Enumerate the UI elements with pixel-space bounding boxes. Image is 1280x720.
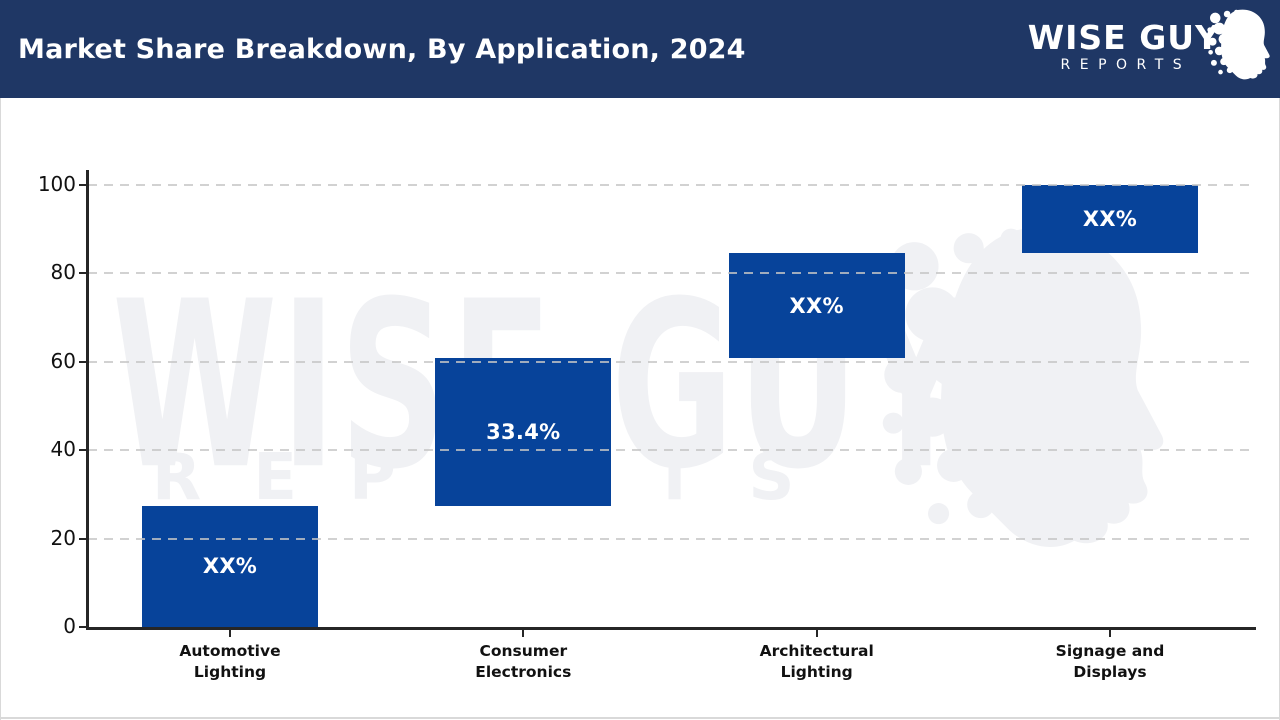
y-tick-mark xyxy=(79,537,87,540)
y-tick-label: 0 xyxy=(63,614,76,638)
brand-logo-text: WISE GUY REPORTS xyxy=(1027,17,1220,74)
bar-value-label: 33.4% xyxy=(486,420,561,445)
gridline xyxy=(88,537,1256,540)
logo-wordmark: WISE GUY xyxy=(1027,17,1220,57)
bar-value-label: XX% xyxy=(789,293,844,318)
y-tick-mark xyxy=(79,272,87,275)
left-border xyxy=(0,98,1,720)
gridline xyxy=(88,449,1256,452)
x-tick-mark xyxy=(1109,629,1111,637)
x-tick-mark xyxy=(522,629,525,637)
y-tick-mark xyxy=(79,184,87,186)
bottom-border xyxy=(0,717,1280,719)
bar-segment: XX% xyxy=(1022,185,1198,254)
gridline xyxy=(88,360,1256,363)
y-tick-mark xyxy=(79,626,87,628)
y-tick-label: 80 xyxy=(50,260,76,285)
bar-value-label: XX% xyxy=(202,554,258,579)
watermark-face xyxy=(878,228,1164,548)
x-category-label: Architectural Lighting xyxy=(759,642,874,681)
x-tick-mark xyxy=(229,629,231,637)
y-tick-label: 60 xyxy=(50,348,76,373)
bar-segment: XX% xyxy=(142,505,318,627)
bar-segment: XX% xyxy=(728,253,905,359)
y-tick-mark xyxy=(79,449,87,452)
x-category-label: Signage and Displays xyxy=(1055,642,1165,681)
x-axis-line xyxy=(86,627,1256,630)
bar-value-label: XX% xyxy=(1082,207,1138,232)
gridline xyxy=(88,184,1256,186)
gridline xyxy=(88,272,1256,275)
bar-segment: 33.4% xyxy=(435,358,612,506)
x-category-label: Consumer Electronics xyxy=(475,642,572,681)
logo-subtext: REPORTS xyxy=(1060,57,1192,74)
y-tick-mark xyxy=(79,360,87,363)
y-tick-label: 100 xyxy=(37,172,76,196)
x-tick-mark xyxy=(815,629,818,637)
header: Market Share Breakdown, By Application, … xyxy=(0,0,1280,98)
y-tick-label: 20 xyxy=(50,525,76,550)
brand-logo: WISE GUY REPORTS xyxy=(1028,6,1272,88)
y-tick-label: 40 xyxy=(50,437,76,462)
x-category-label: Automotive Lighting xyxy=(179,642,281,681)
chart-title: Market Share Breakdown, By Application, … xyxy=(18,33,746,65)
y-axis-line xyxy=(86,170,89,629)
